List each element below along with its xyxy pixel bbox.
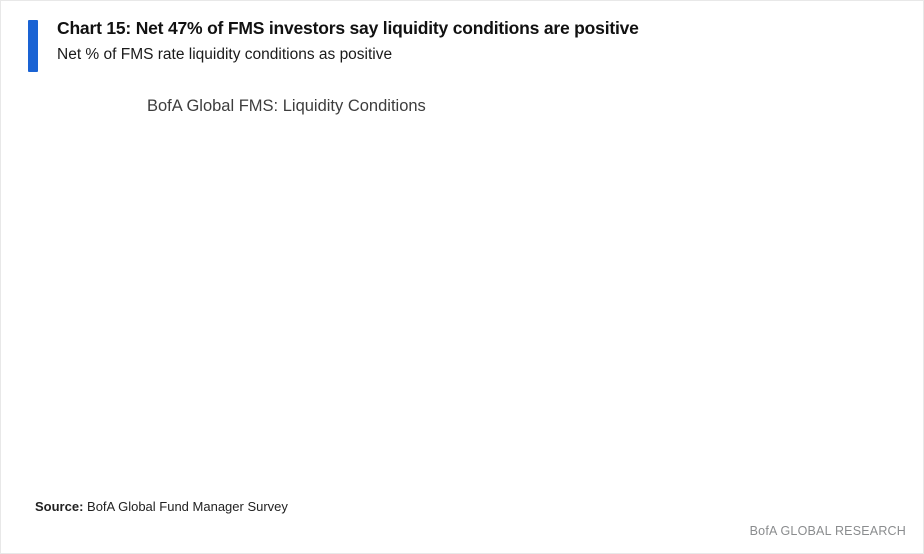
source-line: Source: BofA Global Fund Manager Survey — [35, 499, 288, 514]
title-accent-bar — [28, 20, 38, 72]
source-label: Source: — [35, 499, 84, 514]
source-text: BofA Global Fund Manager Survey — [83, 499, 288, 514]
chart-title: BofA Global FMS: Liquidity Conditions — [147, 97, 426, 115]
brand-footer: BofA GLOBAL RESEARCH — [749, 524, 906, 538]
page-title: Chart 15: Net 47% of FMS investors say l… — [57, 18, 639, 38]
page-subtitle: Net % of FMS rate liquidity conditions a… — [57, 46, 393, 63]
